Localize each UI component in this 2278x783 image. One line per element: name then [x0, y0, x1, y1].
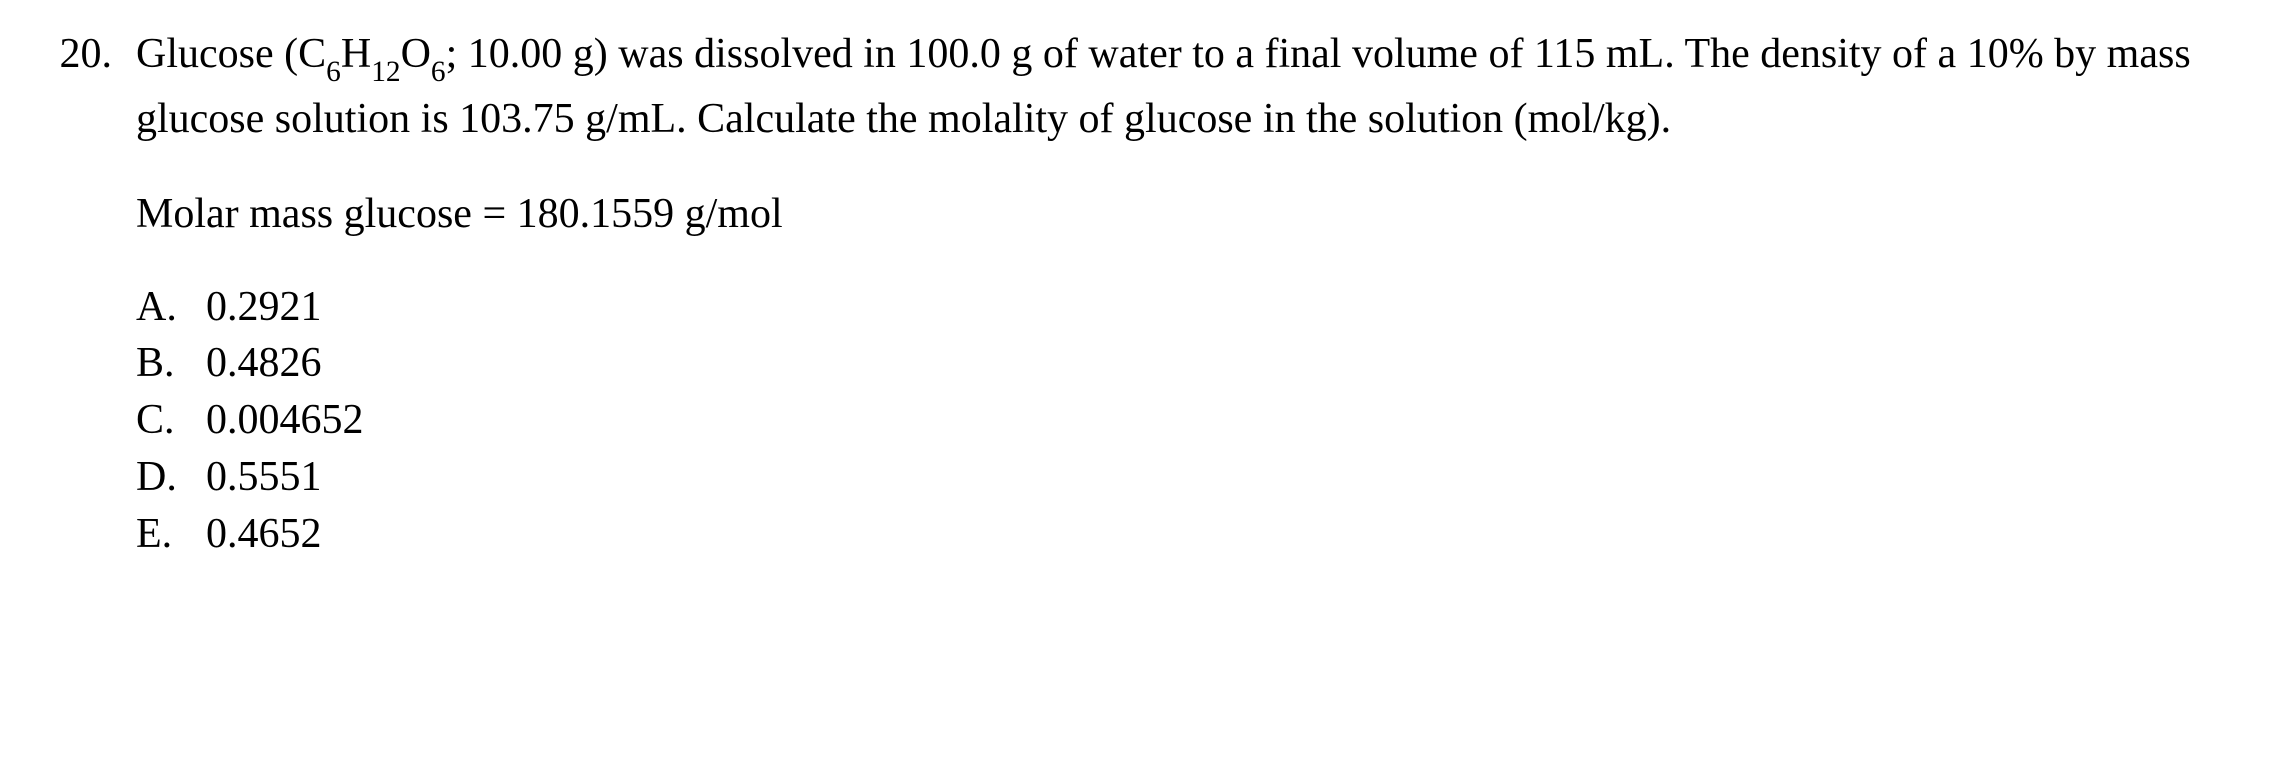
stem-prefix: Glucose (C: [136, 31, 326, 77]
option-value: 0.004652: [206, 392, 364, 449]
question-stem: Glucose (C6H12O6; 10.00 g) was dissolved…: [136, 24, 2238, 150]
option-b[interactable]: B. 0.4826: [136, 335, 2238, 392]
option-value: 0.5551: [206, 449, 322, 506]
option-e[interactable]: E. 0.4652: [136, 506, 2238, 563]
formula-sub-3: 6: [431, 56, 446, 88]
option-letter: A.: [136, 279, 206, 336]
option-letter: E.: [136, 506, 206, 563]
formula-sub-2: 12: [371, 56, 400, 88]
answer-options: A. 0.2921 B. 0.4826 C. 0.004652 D. 0.555…: [136, 279, 2238, 562]
option-value: 0.2921: [206, 279, 322, 336]
option-letter: C.: [136, 392, 206, 449]
question-page: 20. Glucose (C6H12O6; 10.00 g) was disso…: [0, 0, 2278, 783]
question-row: 20. Glucose (C6H12O6; 10.00 g) was disso…: [40, 24, 2238, 562]
option-value: 0.4826: [206, 335, 322, 392]
question-number: 20.: [40, 24, 136, 85]
question-body: Glucose (C6H12O6; 10.00 g) was dissolved…: [136, 24, 2238, 562]
option-value: 0.4652: [206, 506, 322, 563]
molar-mass-line: Molar mass glucose = 180.1559 g/mol: [136, 184, 2238, 245]
option-c[interactable]: C. 0.004652: [136, 392, 2238, 449]
formula-mid-2: O: [401, 31, 431, 77]
option-d[interactable]: D. 0.5551: [136, 449, 2238, 506]
option-letter: D.: [136, 449, 206, 506]
formula-mid-1: H: [341, 31, 371, 77]
formula-sub-1: 6: [326, 56, 341, 88]
option-a[interactable]: A. 0.2921: [136, 279, 2238, 336]
option-letter: B.: [136, 335, 206, 392]
